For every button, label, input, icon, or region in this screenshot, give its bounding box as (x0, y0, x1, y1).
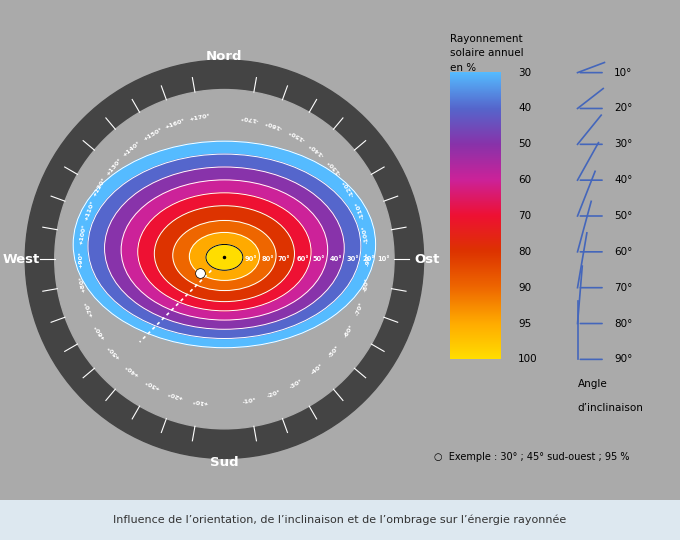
Text: 30°: 30° (346, 256, 359, 262)
Text: ○  Exemple : 30° ; 45° sud-ouest ; 95 %: ○ Exemple : 30° ; 45° sud-ouest ; 95 % (434, 451, 630, 462)
Text: -50°: -50° (328, 345, 341, 359)
Text: -30°: -30° (289, 378, 304, 389)
Ellipse shape (173, 220, 276, 291)
Text: West: West (3, 253, 40, 266)
Text: 70°: 70° (614, 282, 632, 293)
Text: -70°: -70° (355, 301, 364, 316)
Ellipse shape (88, 154, 361, 339)
Text: -100°: -100° (362, 225, 370, 244)
Text: -60°: -60° (343, 323, 355, 339)
Text: +120°: +120° (92, 177, 107, 198)
Ellipse shape (189, 232, 260, 280)
Text: 70°: 70° (278, 256, 290, 262)
Text: 20°: 20° (614, 104, 632, 113)
Text: solaire annuel: solaire annuel (450, 49, 524, 58)
Text: +60°: +60° (93, 322, 106, 340)
Text: 60°: 60° (614, 247, 632, 257)
Text: -90°: -90° (366, 252, 371, 266)
Text: +140°: +140° (122, 140, 141, 158)
Ellipse shape (121, 180, 328, 320)
Text: Ost: Ost (415, 253, 440, 266)
Text: -140°: -140° (308, 141, 326, 157)
Text: -20°: -20° (266, 389, 282, 399)
Text: 30°: 30° (614, 139, 632, 150)
Text: +130°: +130° (105, 157, 123, 177)
Text: Sud: Sud (210, 456, 239, 469)
Text: +100°: +100° (78, 224, 87, 245)
Text: -130°: -130° (326, 158, 343, 176)
Ellipse shape (154, 206, 294, 302)
Text: +40°: +40° (124, 362, 140, 377)
Text: +110°: +110° (83, 199, 95, 221)
Text: +80°: +80° (79, 275, 86, 293)
Text: +160°: +160° (165, 118, 186, 130)
Text: 80°: 80° (261, 256, 274, 262)
Text: 90: 90 (518, 282, 532, 293)
Text: Angle: Angle (577, 379, 607, 389)
Text: en %: en % (450, 63, 476, 73)
Text: -150°: -150° (287, 128, 306, 141)
Text: -80°: -80° (362, 276, 370, 292)
Ellipse shape (73, 141, 375, 348)
Text: 20°: 20° (362, 256, 375, 262)
Circle shape (55, 90, 394, 429)
Text: 50°: 50° (614, 211, 632, 221)
Text: 90°: 90° (245, 256, 257, 262)
Text: -160°: -160° (264, 118, 284, 130)
Text: 60°: 60° (296, 256, 309, 262)
Text: d’inclinaison: d’inclinaison (577, 403, 643, 413)
Ellipse shape (138, 193, 311, 311)
Text: +90°: +90° (78, 251, 83, 268)
Text: -40°: -40° (310, 363, 324, 376)
Text: -110°: -110° (354, 200, 365, 220)
Text: 70: 70 (518, 211, 532, 221)
Ellipse shape (206, 245, 243, 270)
Text: +20°: +20° (167, 389, 184, 400)
Text: -10°: -10° (242, 397, 257, 404)
Text: 50: 50 (518, 139, 532, 150)
Text: -120°: -120° (342, 178, 356, 197)
Text: +150°: +150° (142, 127, 163, 142)
Text: 90°: 90° (614, 354, 632, 364)
Text: 40°: 40° (614, 175, 632, 185)
Text: +10°: +10° (190, 397, 208, 405)
Text: Nord: Nord (206, 50, 243, 63)
Text: Rayonnement: Rayonnement (450, 34, 523, 44)
Text: 80: 80 (518, 247, 532, 257)
Text: 60: 60 (518, 175, 532, 185)
Ellipse shape (105, 167, 344, 329)
Text: 50°: 50° (313, 256, 326, 262)
Text: 40°: 40° (330, 256, 342, 262)
Text: 80°: 80° (614, 319, 632, 328)
Text: 100: 100 (518, 354, 538, 364)
Text: 10°: 10° (614, 68, 632, 78)
Text: -170°: -170° (240, 113, 259, 122)
Text: +170°: +170° (188, 113, 210, 122)
Text: +70°: +70° (84, 300, 95, 317)
Text: 10°: 10° (377, 256, 390, 262)
Text: +50°: +50° (107, 343, 122, 360)
Text: Influence de l’orientation, de l’inclinaison et de l’ombrage sur l’énergie rayon: Influence de l’orientation, de l’inclina… (114, 514, 566, 525)
Text: +30°: +30° (144, 377, 161, 390)
Text: 95: 95 (518, 319, 532, 328)
Text: 30: 30 (518, 68, 532, 78)
Circle shape (25, 60, 424, 458)
Text: 40: 40 (518, 104, 532, 113)
